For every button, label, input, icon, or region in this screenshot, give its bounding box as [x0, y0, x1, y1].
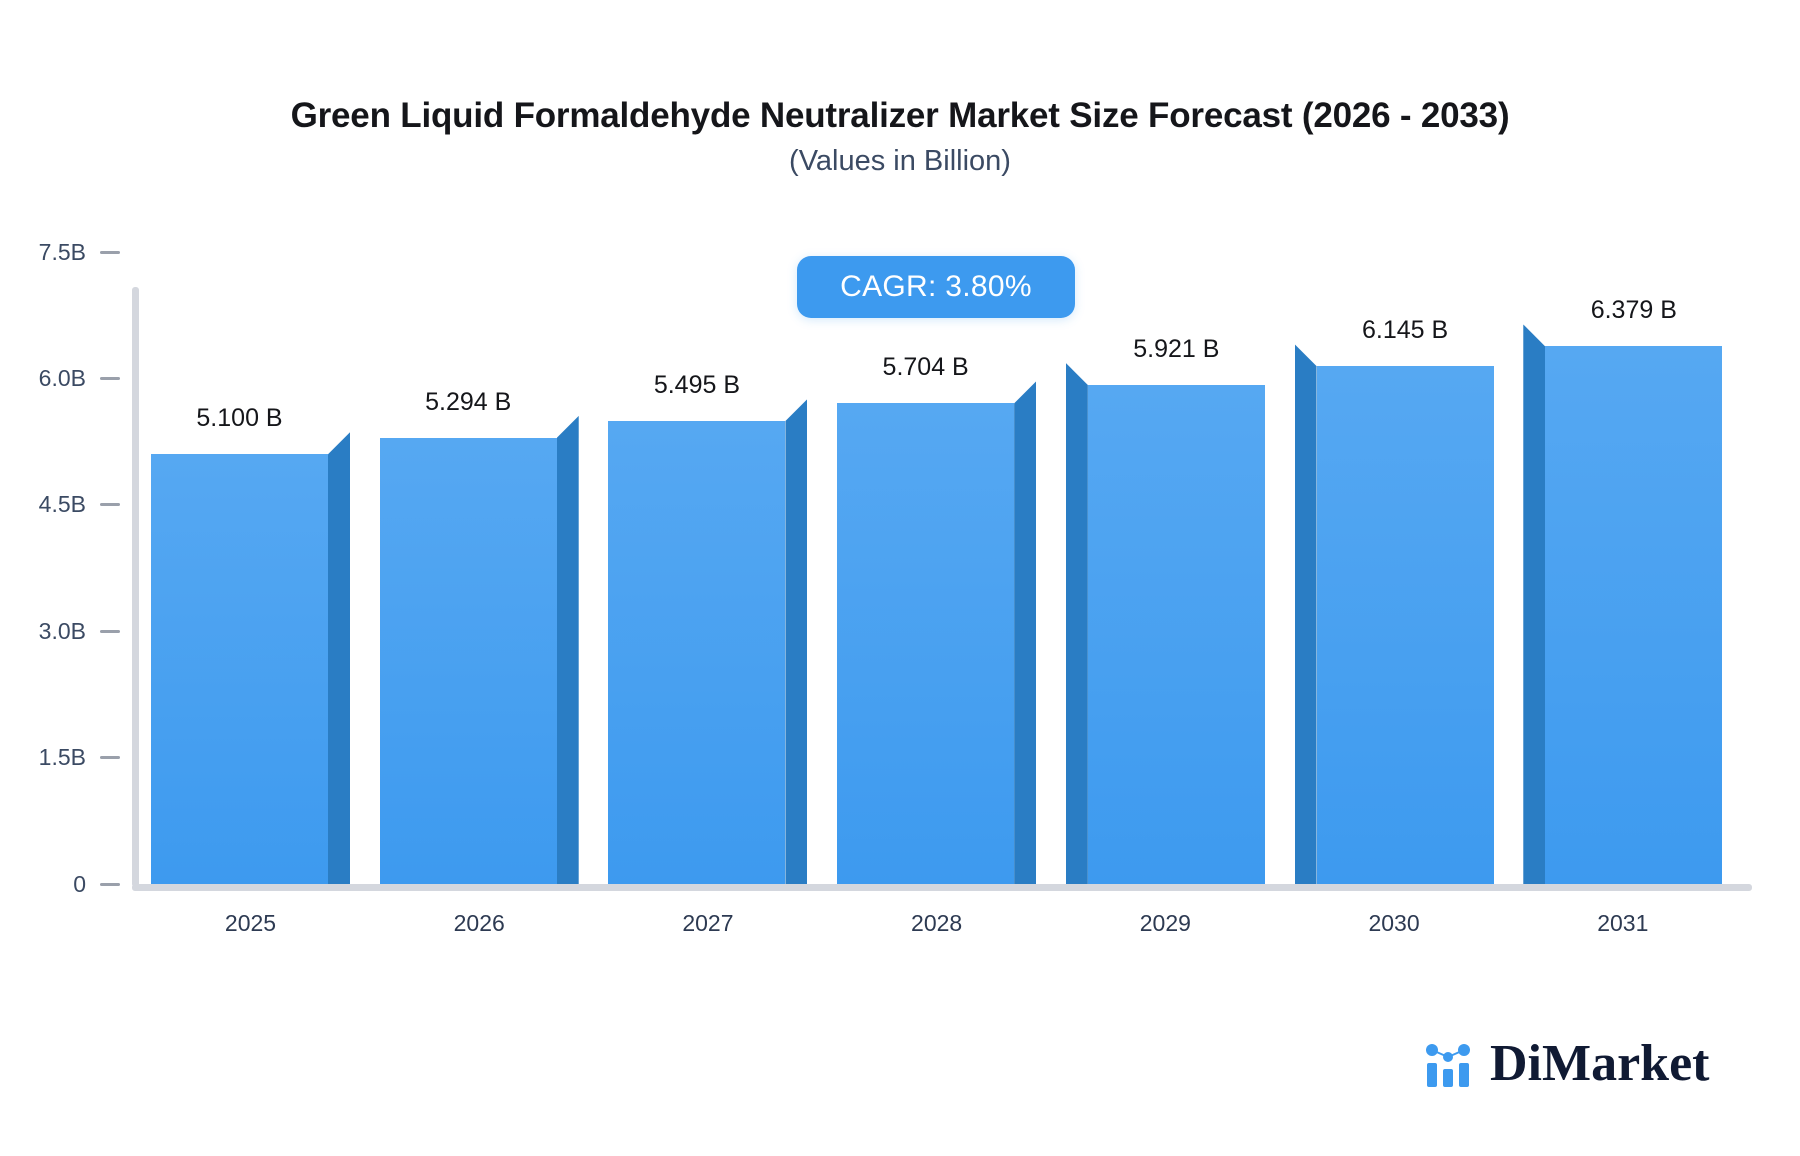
y-axis-tick-mark	[100, 503, 120, 507]
bar	[379, 415, 579, 884]
bar-chart-logo-icon	[1426, 1044, 1470, 1087]
bar-value-label: 6.145 B	[1361, 316, 1449, 345]
y-axis-tick-mark	[100, 376, 120, 380]
bar-front-face	[1316, 366, 1494, 884]
bar	[1294, 344, 1494, 884]
brand-name: DiMarket	[1490, 1035, 1710, 1092]
x-axis-tick-label: 2030	[1368, 910, 1420, 936]
x-axis-line	[132, 884, 1752, 891]
y-axis-tick-mark	[100, 250, 120, 254]
bar-side-face	[556, 415, 579, 884]
brand-logo: DiMarket	[1424, 1038, 1709, 1090]
y-axis-tick-mark	[100, 756, 120, 760]
cagr-badge: CAGR: 3.80%	[797, 256, 1075, 318]
bar	[837, 381, 1037, 884]
bar-side-face	[1014, 381, 1037, 884]
bar-side-face	[328, 432, 350, 884]
y-axis-tick-label: 0	[73, 870, 86, 897]
y-axis-tick-label: 7.5B	[38, 238, 86, 265]
bar-front-face	[837, 403, 1015, 884]
bar-value-label: 5.294 B	[425, 387, 512, 416]
bar-front-face	[1545, 346, 1723, 884]
bar-side-face	[1294, 344, 1317, 884]
x-axis-tick-label: 2025	[224, 910, 277, 936]
bar-side-face	[1523, 324, 1546, 884]
bar	[608, 398, 808, 884]
bar-value-label: 5.704 B	[882, 353, 969, 382]
y-axis-line	[132, 287, 139, 887]
x-axis-tick-label: 2027	[682, 910, 734, 936]
bar-value-label: 5.921 B	[1133, 335, 1220, 364]
bar-front-face	[608, 420, 786, 884]
page-title: Green Liquid Formaldehyde Neutralizer Ma…	[290, 96, 1510, 135]
y-axis-tick-label: 1.5B	[38, 744, 86, 771]
bar-front-face	[379, 437, 557, 884]
y-axis-tick-label: 4.5B	[38, 491, 86, 518]
bar	[1523, 324, 1723, 884]
bar-value-label: 5.100 B	[196, 404, 283, 433]
bar	[151, 432, 350, 884]
bar	[1065, 363, 1265, 884]
x-axis-tick-label: 2026	[453, 910, 505, 936]
y-axis-tick-mark	[100, 629, 120, 633]
y-axis-tick-label: 6.0B	[38, 364, 86, 391]
chart-subtitle: (Values in Billion)	[789, 145, 1011, 177]
bar-side-face	[785, 398, 808, 884]
bar-value-label: 6.379 B	[1590, 296, 1677, 325]
bar-value-label: 5.495 B	[653, 370, 741, 399]
x-axis-tick-label: 2029	[1139, 910, 1191, 936]
x-axis-tick-label: 2031	[1597, 910, 1649, 936]
bar-front-face	[1087, 385, 1265, 884]
y-axis-tick-mark	[100, 882, 120, 886]
bar-front-face	[151, 454, 328, 884]
bar-side-face	[1065, 363, 1088, 884]
y-axis-tick-label: 3.0B	[38, 617, 86, 644]
x-axis-tick-label: 2028	[911, 910, 963, 936]
cagr-badge-label: CAGR: 3.80%	[840, 270, 1032, 303]
